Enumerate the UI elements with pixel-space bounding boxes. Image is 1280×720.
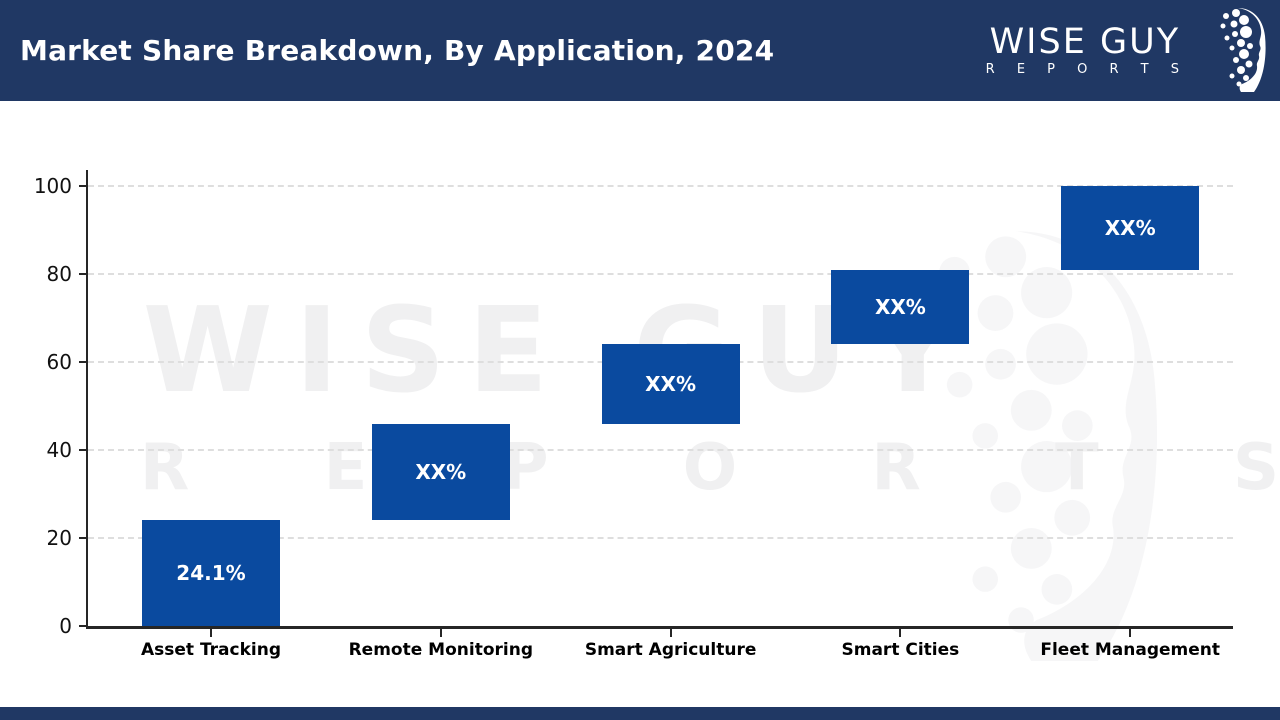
wiseguy-logo-reports: R E P O R T S	[985, 61, 1188, 77]
x-category-label: Asset Tracking	[140, 640, 282, 660]
gridline	[88, 537, 1233, 539]
chart-area: WISE GUY R E P O R T S 0 20 40 60 80 100 24.1%…	[0, 101, 1280, 707]
x-tick-mark	[439, 629, 442, 637]
gridline	[88, 449, 1233, 451]
y-tick-label: 100	[33, 174, 72, 198]
bar-segment: 24.1%	[142, 519, 280, 626]
x-tick-mark	[669, 629, 672, 637]
y-tick-mark	[79, 273, 88, 275]
x-axis-line	[86, 626, 1233, 629]
bar-value-label: XX%	[1104, 215, 1156, 240]
gridline	[88, 273, 1233, 275]
page-title: Market Share Breakdown, By Application, …	[20, 34, 775, 67]
bar-value-label: XX%	[874, 294, 926, 319]
x-tick-mark	[210, 629, 212, 637]
wiseguy-head-icon	[1194, 6, 1266, 96]
bar-value-label: 24.1%	[176, 560, 246, 585]
footer-bar	[0, 707, 1280, 720]
gridline	[88, 185, 1233, 187]
y-tick-mark	[79, 361, 88, 363]
y-tick-mark	[79, 625, 88, 627]
watermark-text-1: WISE GUY	[142, 281, 978, 419]
y-tick-label: 60	[46, 350, 72, 374]
y-tick-label: 20	[46, 526, 72, 550]
x-category-label: Remote Monitoring	[348, 640, 533, 660]
x-tick-mark	[899, 629, 902, 637]
wiseguy-logo-text: WISE GUY R E P O R T S	[982, 21, 1188, 77]
wiseguy-logo-name: WISE GUY	[989, 21, 1181, 62]
y-axis-line	[86, 170, 88, 628]
watermark-head-icon	[760, 221, 1190, 665]
y-tick-mark	[79, 449, 88, 451]
bar-segment: XX%	[601, 344, 740, 424]
x-category-label: Fleet Management	[1040, 640, 1221, 660]
bar-value-label: XX%	[645, 371, 697, 396]
x-category-label: Smart Agriculture	[584, 640, 757, 660]
y-tick-label: 0	[59, 614, 72, 638]
bar-value-label: XX%	[415, 459, 467, 484]
y-tick-mark	[79, 185, 88, 187]
wiseguy-logo: WISE GUY R E P O R T S	[982, 6, 1280, 96]
y-tick-label: 80	[46, 262, 72, 286]
x-tick-mark	[1129, 629, 1132, 637]
bar-segment: XX%	[1061, 186, 1200, 270]
y-tick-label: 40	[46, 438, 72, 462]
x-category-label: Smart Cities	[841, 640, 960, 660]
header-bar: Market Share Breakdown, By Application, …	[0, 0, 1280, 101]
bar-segment: XX%	[371, 423, 510, 520]
bar-segment: XX%	[831, 269, 970, 345]
y-tick-mark	[79, 537, 88, 539]
